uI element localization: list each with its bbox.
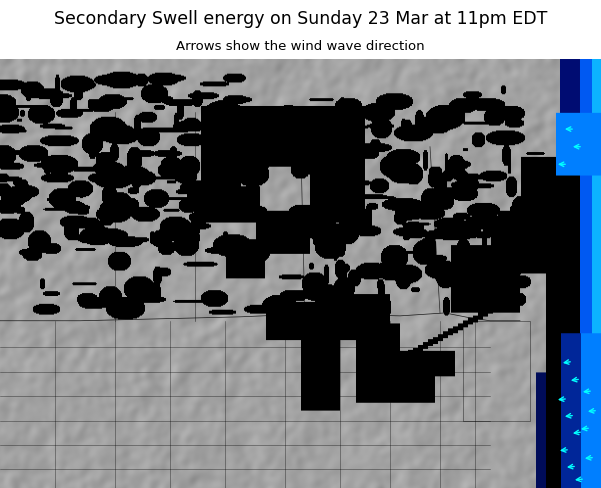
Text: Secondary Swell energy on Sunday 23 Mar at 11pm EDT: Secondary Swell energy on Sunday 23 Mar … (54, 10, 547, 28)
Text: Arrows show the wind wave direction: Arrows show the wind wave direction (176, 40, 425, 53)
